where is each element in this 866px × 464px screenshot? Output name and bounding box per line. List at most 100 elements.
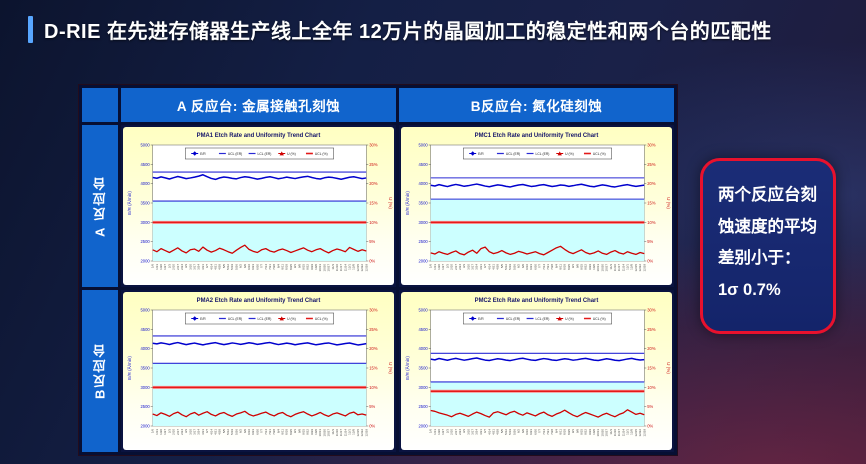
svg-text:7/28: 7/28	[550, 264, 554, 270]
svg-text:11/10: 11/10	[335, 429, 339, 437]
svg-text:2500: 2500	[419, 239, 429, 244]
chart-cell-a1: PMA1 Etch Rate and Uniformity Trend Char…	[121, 125, 396, 287]
svg-text:8/18: 8/18	[285, 429, 289, 435]
svg-text:2/3: 2/3	[167, 429, 171, 434]
svg-text:1/13: 1/13	[155, 264, 159, 270]
svg-text:6/16: 6/16	[247, 264, 251, 270]
svg-text:2/17: 2/17	[454, 429, 458, 435]
svg-text:E/R (Å/min): E/R (Å/min)	[404, 191, 410, 215]
svg-text:10/13: 10/13	[596, 429, 600, 437]
svg-text:11/3: 11/3	[609, 264, 613, 270]
svg-text:6/16: 6/16	[525, 264, 529, 270]
svg-text:6/9: 6/9	[521, 264, 525, 269]
svg-text:E/R (Å/min): E/R (Å/min)	[126, 191, 132, 215]
svg-text:10%: 10%	[647, 385, 656, 390]
svg-text:2/24: 2/24	[458, 429, 462, 435]
svg-text:3/3: 3/3	[462, 264, 466, 269]
svg-text:9/15: 9/15	[301, 429, 305, 435]
svg-text:5/26: 5/26	[512, 264, 516, 270]
svg-text:12/29: 12/29	[364, 264, 368, 272]
svg-text:LCL (ER): LCL (ER)	[258, 317, 272, 321]
svg-text:2/10: 2/10	[450, 264, 454, 270]
svg-text:5%: 5%	[369, 239, 375, 244]
svg-text:4000: 4000	[419, 181, 429, 186]
svg-text:6/30: 6/30	[533, 429, 537, 435]
svg-text:2/10: 2/10	[450, 429, 454, 435]
svg-text:2500: 2500	[141, 239, 151, 244]
column-header-b: B反应台: 氮化硅刻蚀	[399, 88, 674, 122]
svg-text:8/18: 8/18	[563, 264, 567, 270]
svg-text:4000: 4000	[141, 181, 151, 186]
svg-text:E/R: E/R	[478, 152, 484, 156]
svg-text:7/28: 7/28	[272, 264, 276, 270]
svg-text:U (%): U (%)	[388, 362, 393, 374]
svg-text:11/17: 11/17	[339, 429, 343, 437]
svg-text:12/15: 12/15	[634, 264, 638, 272]
svg-text:5/12: 5/12	[504, 264, 508, 270]
svg-text:9/22: 9/22	[584, 429, 588, 435]
svg-text:6/2: 6/2	[517, 264, 521, 269]
svg-text:7/14: 7/14	[264, 429, 268, 435]
svg-text:3/24: 3/24	[475, 429, 479, 435]
table-corner-cell	[82, 88, 118, 122]
svg-text:3000: 3000	[419, 385, 429, 390]
svg-text:3/17: 3/17	[193, 264, 197, 270]
svg-text:1/20: 1/20	[437, 429, 441, 435]
callout-stat: 1σ 0.7%	[718, 281, 781, 300]
svg-text:2/3: 2/3	[445, 264, 449, 269]
svg-text:25%: 25%	[647, 162, 656, 167]
trend-chart-pmc2: PMC2 Etch Rate and Uniformity Trend Char…	[401, 292, 672, 450]
svg-text:9/1: 9/1	[293, 429, 297, 434]
svg-text:9/15: 9/15	[301, 264, 305, 270]
svg-text:9/29: 9/29	[588, 429, 592, 435]
svg-text:3/17: 3/17	[193, 429, 197, 435]
chart-cell-a2: PMA2 Etch Rate and Uniformity Trend Char…	[121, 290, 396, 452]
svg-text:11/10: 11/10	[613, 264, 617, 272]
svg-text:UCL (ER): UCL (ER)	[228, 152, 242, 156]
svg-text:4/14: 4/14	[487, 429, 491, 435]
svg-text:11/17: 11/17	[617, 264, 621, 272]
svg-text:4/28: 4/28	[218, 264, 222, 270]
svg-text:11/10: 11/10	[335, 264, 339, 272]
svg-text:3/10: 3/10	[466, 264, 470, 270]
comparison-table: A 反应台: 金属接触孔刻蚀 B反应台: 氮化硅刻蚀 A 反应台 PMA1 Et…	[78, 84, 678, 456]
svg-text:10%: 10%	[369, 385, 378, 390]
svg-text:2/3: 2/3	[445, 429, 449, 434]
svg-text:15%: 15%	[369, 200, 378, 205]
svg-text:10/20: 10/20	[322, 264, 326, 272]
svg-text:9/22: 9/22	[584, 264, 588, 270]
svg-text:12/8: 12/8	[630, 429, 634, 435]
svg-text:3/31: 3/31	[201, 264, 205, 270]
svg-text:11/17: 11/17	[617, 429, 621, 437]
svg-text:1/27: 1/27	[441, 429, 445, 435]
svg-text:6/9: 6/9	[243, 264, 247, 269]
svg-text:20%: 20%	[647, 181, 656, 186]
svg-text:5/5: 5/5	[500, 429, 504, 434]
svg-text:9/1: 9/1	[571, 264, 575, 269]
trend-chart-pma2: PMA2 Etch Rate and Uniformity Trend Char…	[123, 292, 394, 450]
svg-text:30%: 30%	[647, 307, 656, 312]
svg-text:4000: 4000	[419, 346, 429, 351]
svg-text:5/19: 5/19	[230, 264, 234, 270]
svg-text:30%: 30%	[369, 142, 378, 147]
svg-text:12/22: 12/22	[360, 264, 364, 272]
svg-text:9/1: 9/1	[571, 429, 575, 434]
svg-text:9/22: 9/22	[306, 429, 310, 435]
svg-text:2/24: 2/24	[458, 264, 462, 270]
svg-text:9/29: 9/29	[310, 264, 314, 270]
svg-text:0%: 0%	[647, 258, 653, 263]
svg-text:8/11: 8/11	[281, 264, 285, 270]
svg-text:4500: 4500	[419, 162, 429, 167]
svg-text:12/15: 12/15	[356, 429, 360, 437]
svg-text:7/21: 7/21	[546, 429, 550, 435]
svg-text:5000: 5000	[141, 307, 151, 312]
svg-text:U (%): U (%)	[287, 317, 296, 321]
svg-text:10/6: 10/6	[314, 429, 318, 435]
svg-text:6/30: 6/30	[533, 264, 537, 270]
svg-text:2000: 2000	[141, 423, 151, 428]
svg-text:5/19: 5/19	[508, 429, 512, 435]
svg-text:10%: 10%	[369, 220, 378, 225]
svg-text:11/10: 11/10	[613, 429, 617, 437]
svg-text:1/6: 1/6	[151, 264, 155, 269]
svg-text:UCL (ER): UCL (ER)	[506, 317, 520, 321]
